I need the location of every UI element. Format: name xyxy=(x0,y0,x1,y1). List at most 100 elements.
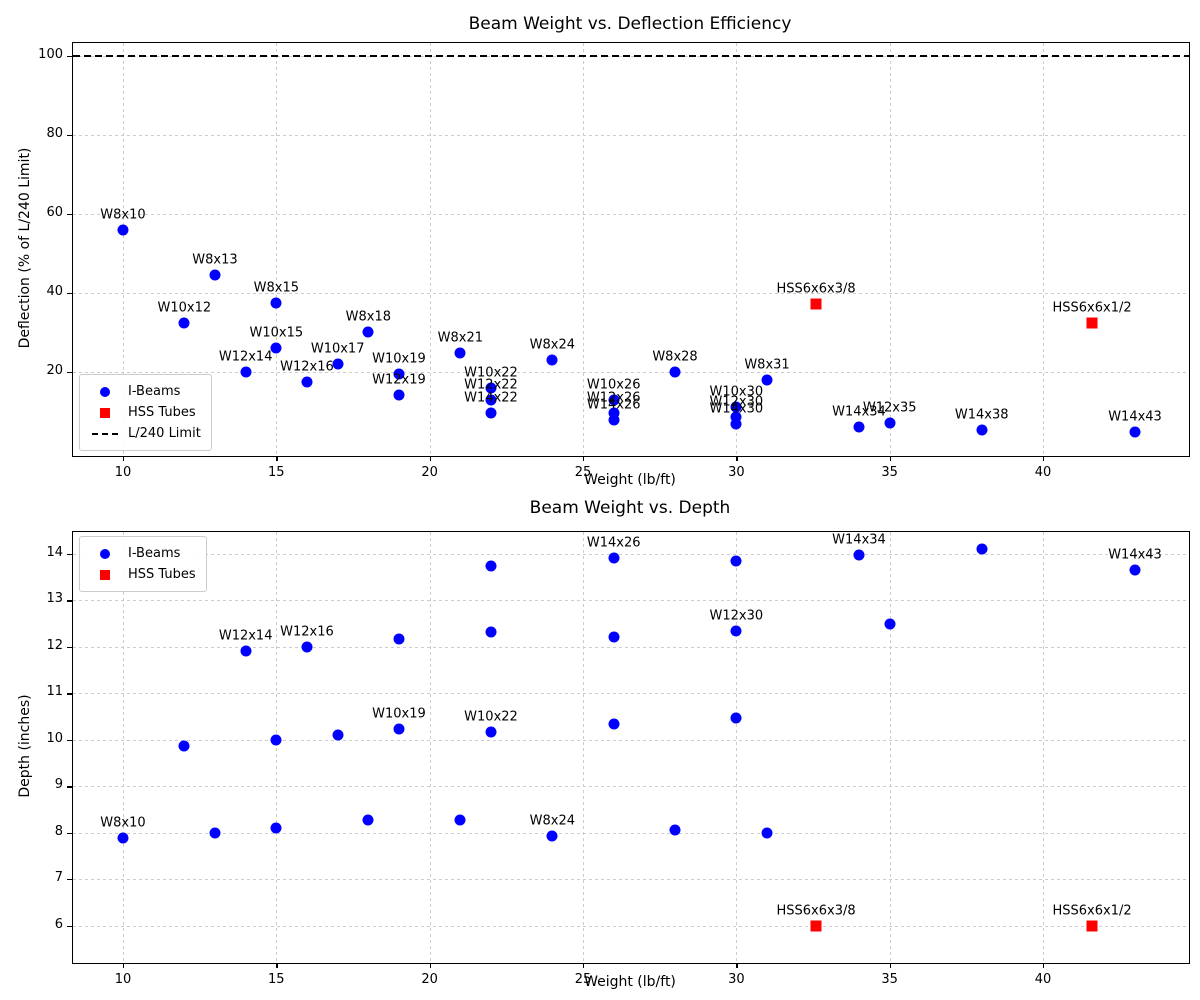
point-w12x35 xyxy=(884,417,896,429)
point-label-w10x22: W10x22 xyxy=(464,709,518,725)
point-w8x10 xyxy=(117,224,129,236)
point-w8x10 xyxy=(117,832,129,844)
y-tick-mark xyxy=(67,292,72,295)
point-hss6x6x3-8 xyxy=(810,920,822,932)
legend: I-Beams HSS Tubes xyxy=(79,536,207,592)
y-tick-label: 20 xyxy=(46,362,63,378)
point-label-hss6x6x1-2: HSS6x6x1/2 xyxy=(1052,300,1132,316)
point-label-w14x26: W14x26 xyxy=(586,398,641,414)
point-w8x24 xyxy=(546,830,558,842)
point-w12x22 xyxy=(485,626,497,638)
point-label-w10x30: W10x30 xyxy=(709,385,764,401)
point-label-w14x38: W14x38 xyxy=(954,407,1009,423)
depth-chart-xlabel: Weight (lb/ft) xyxy=(584,974,676,990)
point-label-w14x22: W14x22 xyxy=(464,391,518,407)
y-tick-mark xyxy=(67,832,72,834)
point-label-w8x10: W8x10 xyxy=(100,207,146,223)
point-w14x26 xyxy=(608,552,620,564)
point-w8x18 xyxy=(362,326,374,338)
depth-chart-ylabel: Depth (inches) xyxy=(17,694,33,798)
y-tick-label: 6 xyxy=(54,916,63,932)
x-tick-label: 25 xyxy=(574,972,592,987)
y-gridline xyxy=(73,371,1189,373)
point-w12x19 xyxy=(393,389,405,401)
point-label-w8x24: W8x24 xyxy=(529,813,576,829)
x-tick-mark xyxy=(122,456,125,461)
point-label-w14x34: W14x34 xyxy=(832,532,886,548)
point-w8x28 xyxy=(669,366,681,378)
x-gridline xyxy=(429,43,431,456)
x-tick-label: 40 xyxy=(1034,972,1052,987)
point-label-w14x34: W14x34 xyxy=(832,404,886,420)
point-w10x30 xyxy=(730,401,742,413)
point-w12x19 xyxy=(393,633,405,645)
legend-label: I-Beams xyxy=(128,546,181,561)
dashed-line-icon xyxy=(92,432,118,435)
point-w10x17 xyxy=(332,729,344,741)
marker-glyph xyxy=(100,407,110,418)
legend-label: I-Beams xyxy=(128,384,181,399)
point-w12x14 xyxy=(240,366,252,378)
x-tick-mark xyxy=(276,963,278,968)
x-gridline xyxy=(1043,43,1045,456)
y-gridline xyxy=(73,832,1189,834)
point-label-w10x26: W10x26 xyxy=(586,377,641,393)
point-w12x22 xyxy=(485,394,497,406)
x-tick-mark xyxy=(429,963,431,968)
ibeam-marker-icon xyxy=(92,548,118,559)
deflection-chart-title: Beam Weight vs. Deflection Efficiency xyxy=(468,14,792,34)
y-tick-mark xyxy=(67,879,72,881)
deflection-chart-xlabel: Weight (lb/ft) xyxy=(584,472,676,488)
point-label-w8x21: W8x21 xyxy=(437,330,484,346)
y-gridline xyxy=(73,739,1189,741)
hss-marker-icon xyxy=(92,407,118,418)
x-tick-mark xyxy=(736,963,738,968)
point-hss6x6x3-8 xyxy=(810,298,822,310)
legend-label: HSS Tubes xyxy=(128,567,196,582)
point-label-w12x14: W12x14 xyxy=(218,628,273,644)
point-w8x21 xyxy=(454,347,466,359)
x-gridline xyxy=(122,43,124,456)
point-label-w8x24: W8x24 xyxy=(529,337,576,353)
x-tick-mark xyxy=(583,456,585,461)
point-label-w12x16: W12x16 xyxy=(280,625,334,640)
point-w10x17 xyxy=(332,358,344,370)
x-tick-mark xyxy=(122,963,125,968)
point-label-w10x19: W10x19 xyxy=(372,351,426,367)
point-w8x15 xyxy=(270,297,282,309)
point-w10x22 xyxy=(485,726,497,738)
point-hss6x6x1-2 xyxy=(1086,920,1098,932)
point-w14x30 xyxy=(730,555,742,567)
y-tick-label: 12 xyxy=(46,637,63,653)
legend-entry-hss-tubes: HSS Tubes xyxy=(92,402,201,423)
legend-label: L/240 Limit xyxy=(128,426,201,441)
point-w10x22 xyxy=(485,382,497,394)
point-w12x35 xyxy=(884,618,896,630)
point-label-hss6x6x1-2: HSS6x6x1/2 xyxy=(1052,903,1132,919)
x-tick-label: 10 xyxy=(114,465,132,480)
point-label-w8x31: W8x31 xyxy=(744,357,790,373)
y-gridline xyxy=(73,925,1189,927)
point-label-w10x22: W10x22 xyxy=(464,365,518,381)
point-label-w8x10: W8x10 xyxy=(100,815,146,831)
x-gridline xyxy=(1043,532,1045,963)
y-tick-label: 14 xyxy=(46,544,63,560)
point-w8x13 xyxy=(209,269,221,281)
y-tick-label: 11 xyxy=(46,684,63,700)
deflection-chart-plot-area: 10 15 20 25 30 35 40 20 40 60 80 100 W8x10 W10x12 W8x1… xyxy=(38,42,1190,480)
ibeam-marker-icon xyxy=(92,386,118,397)
point-label-w8x15: W8x15 xyxy=(253,280,299,296)
y-gridline xyxy=(73,213,1189,215)
point-w8x15 xyxy=(270,822,282,834)
x-gridline xyxy=(276,532,278,963)
point-label-w12x19: W12x19 xyxy=(372,372,426,388)
point-label-w12x30: W12x30 xyxy=(709,395,764,410)
l240-limit-line xyxy=(73,55,1189,58)
point-w10x12 xyxy=(178,317,190,329)
point-w10x12 xyxy=(178,740,190,752)
y-tick-mark xyxy=(67,925,72,927)
x-tick-mark xyxy=(736,456,738,461)
x-tick-label: 20 xyxy=(421,465,438,480)
point-hss6x6x1-2 xyxy=(1086,317,1098,329)
